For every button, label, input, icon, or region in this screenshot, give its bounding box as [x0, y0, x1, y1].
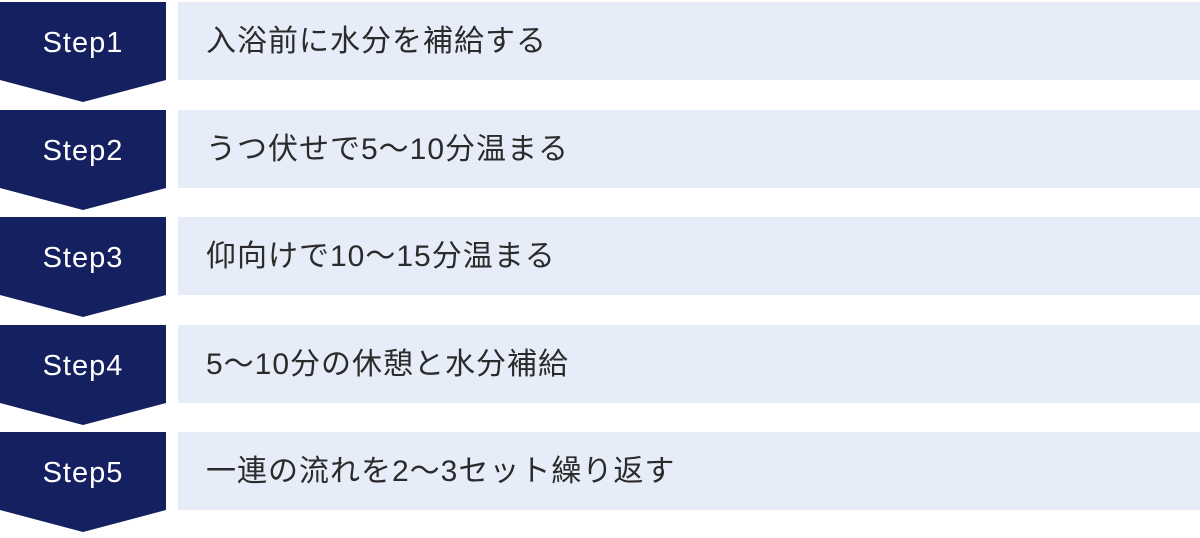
step-badge-label: Step3 [42, 241, 124, 274]
step-badge: Step5 [0, 432, 166, 532]
step-badge: Step3 [0, 217, 166, 317]
step-badge: Step4 [0, 325, 166, 425]
step-description-box: 仰向けで10〜15分温まる [178, 217, 1200, 295]
step-row: Step3 仰向けで10〜15分温まる [0, 217, 1200, 317]
step-badge: Step2 [0, 110, 166, 210]
step-description-box: 5〜10分の休憩と水分補給 [178, 325, 1200, 403]
step-description-text: 5〜10分の休憩と水分補給 [206, 348, 570, 381]
step-description-box: うつ伏せで5〜10分温まる [178, 110, 1200, 188]
step-description-text: うつ伏せで5〜10分温まる [206, 133, 570, 166]
step-badge-label: Step5 [42, 456, 124, 489]
step-badge-label: Step1 [42, 26, 124, 59]
step-badge-label: Step2 [42, 134, 124, 167]
step-description-box: 一連の流れを2〜3セット繰り返す [178, 432, 1200, 510]
step-row: Step2 うつ伏せで5〜10分温まる [0, 110, 1200, 210]
step-description-text: 一連の流れを2〜3セット繰り返す [206, 455, 676, 488]
step-row: Step5 一連の流れを2〜3セット繰り返す [0, 432, 1200, 532]
step-row: Step4 5〜10分の休憩と水分補給 [0, 325, 1200, 425]
step-description-text: 入浴前に水分を補給する [206, 25, 547, 58]
step-row: Step1 入浴前に水分を補給する [0, 2, 1200, 102]
step-badge: Step1 [0, 2, 166, 102]
step-badge-label: Step4 [42, 349, 124, 382]
step-description-box: 入浴前に水分を補給する [178, 2, 1200, 80]
step-description-text: 仰向けで10〜15分温まる [206, 240, 556, 273]
